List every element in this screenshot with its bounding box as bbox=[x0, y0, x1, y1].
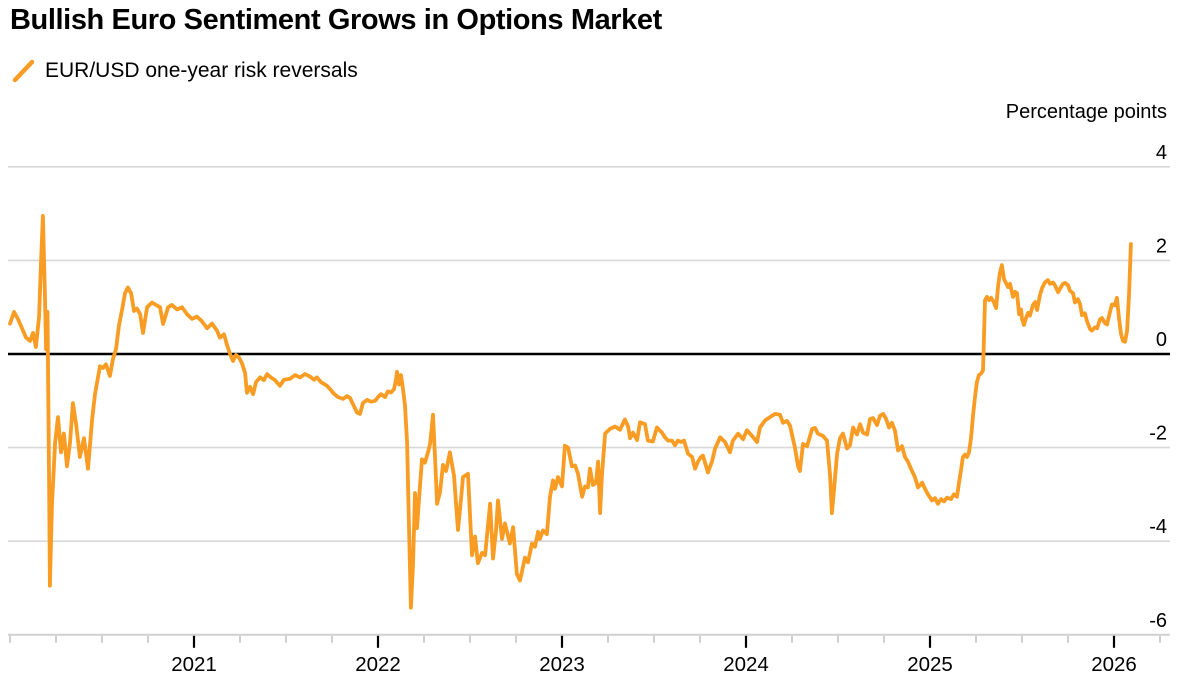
y-tick-label-2: 2 bbox=[1156, 235, 1167, 257]
x-tick-label-2021: 2021 bbox=[171, 653, 217, 676]
series-line-eurusd-risk-reversals bbox=[8, 214, 1133, 610]
x-tick-label-2023: 2023 bbox=[539, 653, 585, 676]
legend-slash-icon bbox=[12, 59, 35, 83]
y-tick-label-4: 4 bbox=[1156, 142, 1167, 164]
y-axis-unit-label: Percentage points bbox=[1005, 101, 1167, 123]
x-tick-label-2026: 2026 bbox=[1091, 653, 1137, 676]
y-tick-label--2: -2 bbox=[1149, 423, 1167, 445]
x-tick-label-2022: 2022 bbox=[355, 653, 401, 676]
x-tick-label-2025: 2025 bbox=[907, 653, 953, 676]
legend-series-label: EUR/USD one-year risk reversals bbox=[45, 59, 358, 82]
y-tick-label--4: -4 bbox=[1149, 516, 1167, 538]
y-tick-label-0: 0 bbox=[1156, 329, 1167, 351]
x-tick-label-2024: 2024 bbox=[723, 653, 769, 676]
page-title: Bullish Euro Sentiment Grows in Options … bbox=[10, 4, 662, 36]
legend: EUR/USD one-year risk reversals bbox=[12, 58, 358, 84]
y-tick-label--6: -6 bbox=[1149, 610, 1167, 632]
